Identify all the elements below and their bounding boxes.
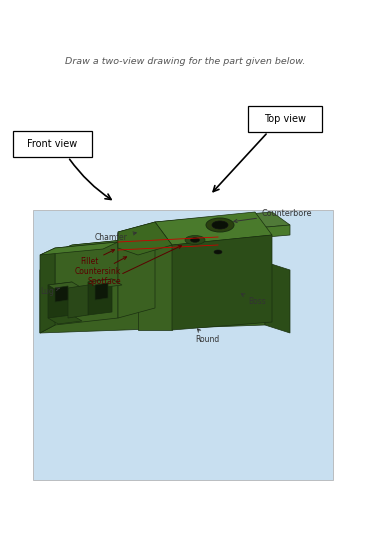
FancyBboxPatch shape bbox=[248, 106, 322, 132]
Text: Lug: Lug bbox=[40, 287, 59, 296]
Polygon shape bbox=[118, 222, 155, 318]
Polygon shape bbox=[88, 279, 112, 315]
Polygon shape bbox=[40, 262, 55, 333]
Ellipse shape bbox=[190, 238, 200, 242]
Polygon shape bbox=[88, 279, 122, 288]
Text: Counterbore: Counterbore bbox=[234, 210, 312, 222]
Polygon shape bbox=[118, 222, 172, 255]
FancyBboxPatch shape bbox=[33, 210, 333, 480]
Ellipse shape bbox=[206, 218, 234, 232]
Polygon shape bbox=[68, 285, 88, 318]
Polygon shape bbox=[48, 282, 72, 318]
Polygon shape bbox=[55, 225, 290, 262]
FancyBboxPatch shape bbox=[13, 131, 92, 157]
Polygon shape bbox=[172, 235, 272, 330]
Polygon shape bbox=[55, 212, 290, 255]
Text: Top view: Top view bbox=[264, 114, 306, 124]
Text: Countersink: Countersink bbox=[75, 257, 127, 276]
Polygon shape bbox=[155, 212, 272, 245]
Polygon shape bbox=[138, 245, 172, 330]
Text: Round: Round bbox=[195, 329, 219, 345]
Text: Spotface: Spotface bbox=[88, 246, 181, 287]
Ellipse shape bbox=[212, 221, 228, 229]
Ellipse shape bbox=[214, 250, 222, 254]
Text: Boss: Boss bbox=[242, 294, 266, 307]
Text: Draw a two-view drawing for the part given below.: Draw a two-view drawing for the part giv… bbox=[65, 57, 305, 66]
Polygon shape bbox=[55, 242, 118, 325]
Text: Fillet: Fillet bbox=[80, 249, 115, 267]
Polygon shape bbox=[48, 282, 82, 291]
Polygon shape bbox=[95, 283, 108, 300]
Polygon shape bbox=[40, 248, 55, 333]
Polygon shape bbox=[40, 262, 265, 333]
Polygon shape bbox=[55, 286, 68, 302]
Text: Front view: Front view bbox=[27, 139, 77, 149]
Polygon shape bbox=[40, 242, 118, 255]
Text: Chamfer: Chamfer bbox=[95, 232, 136, 242]
Polygon shape bbox=[265, 262, 290, 333]
Polygon shape bbox=[48, 315, 82, 324]
Ellipse shape bbox=[185, 235, 205, 245]
